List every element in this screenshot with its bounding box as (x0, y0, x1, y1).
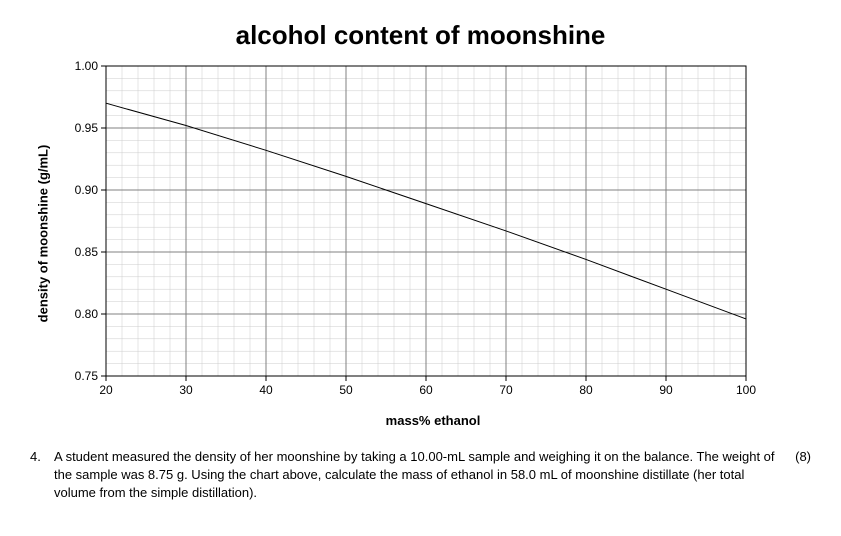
svg-text:70: 70 (499, 383, 513, 397)
chart-svg: 20 30 40 50 60 70 80 90 100 0.75 0.80 0.85 0.90 0.95 1… (56, 56, 756, 406)
question-points: (8) (781, 448, 811, 503)
svg-text:60: 60 (419, 383, 433, 397)
svg-text:90: 90 (659, 383, 673, 397)
y-axis-label: density of moonshine (g/mL) (36, 145, 51, 323)
svg-text:1.00: 1.00 (74, 59, 98, 73)
svg-text:100: 100 (735, 383, 755, 397)
question-block: 4. A student measured the density of her… (30, 448, 811, 503)
y-axis-label-container: density of moonshine (g/mL) (31, 56, 56, 411)
svg-text:0.80: 0.80 (74, 307, 98, 321)
chart-container: alcohol content of moonshine density of … (31, 20, 811, 428)
chart-title: alcohol content of moonshine (31, 20, 811, 51)
svg-text:0.90: 0.90 (74, 183, 98, 197)
question-text: A student measured the density of her mo… (54, 448, 781, 503)
svg-text:30: 30 (179, 383, 193, 397)
svg-text:0.75: 0.75 (74, 369, 98, 383)
svg-text:40: 40 (259, 383, 273, 397)
svg-text:80: 80 (579, 383, 593, 397)
svg-text:20: 20 (99, 383, 113, 397)
chart-svg-container: 20 30 40 50 60 70 80 90 100 0.75 0.80 0.85 0.90 0.95 1… (56, 56, 811, 411)
svg-text:50: 50 (339, 383, 353, 397)
question-number: 4. (30, 448, 54, 503)
svg-text:0.95: 0.95 (74, 121, 98, 135)
svg-text:0.85: 0.85 (74, 245, 98, 259)
x-axis-label: mass% ethanol (56, 413, 811, 428)
chart-plot-area: density of moonshine (g/mL) 20 30 40 50 60 70… (31, 56, 811, 411)
